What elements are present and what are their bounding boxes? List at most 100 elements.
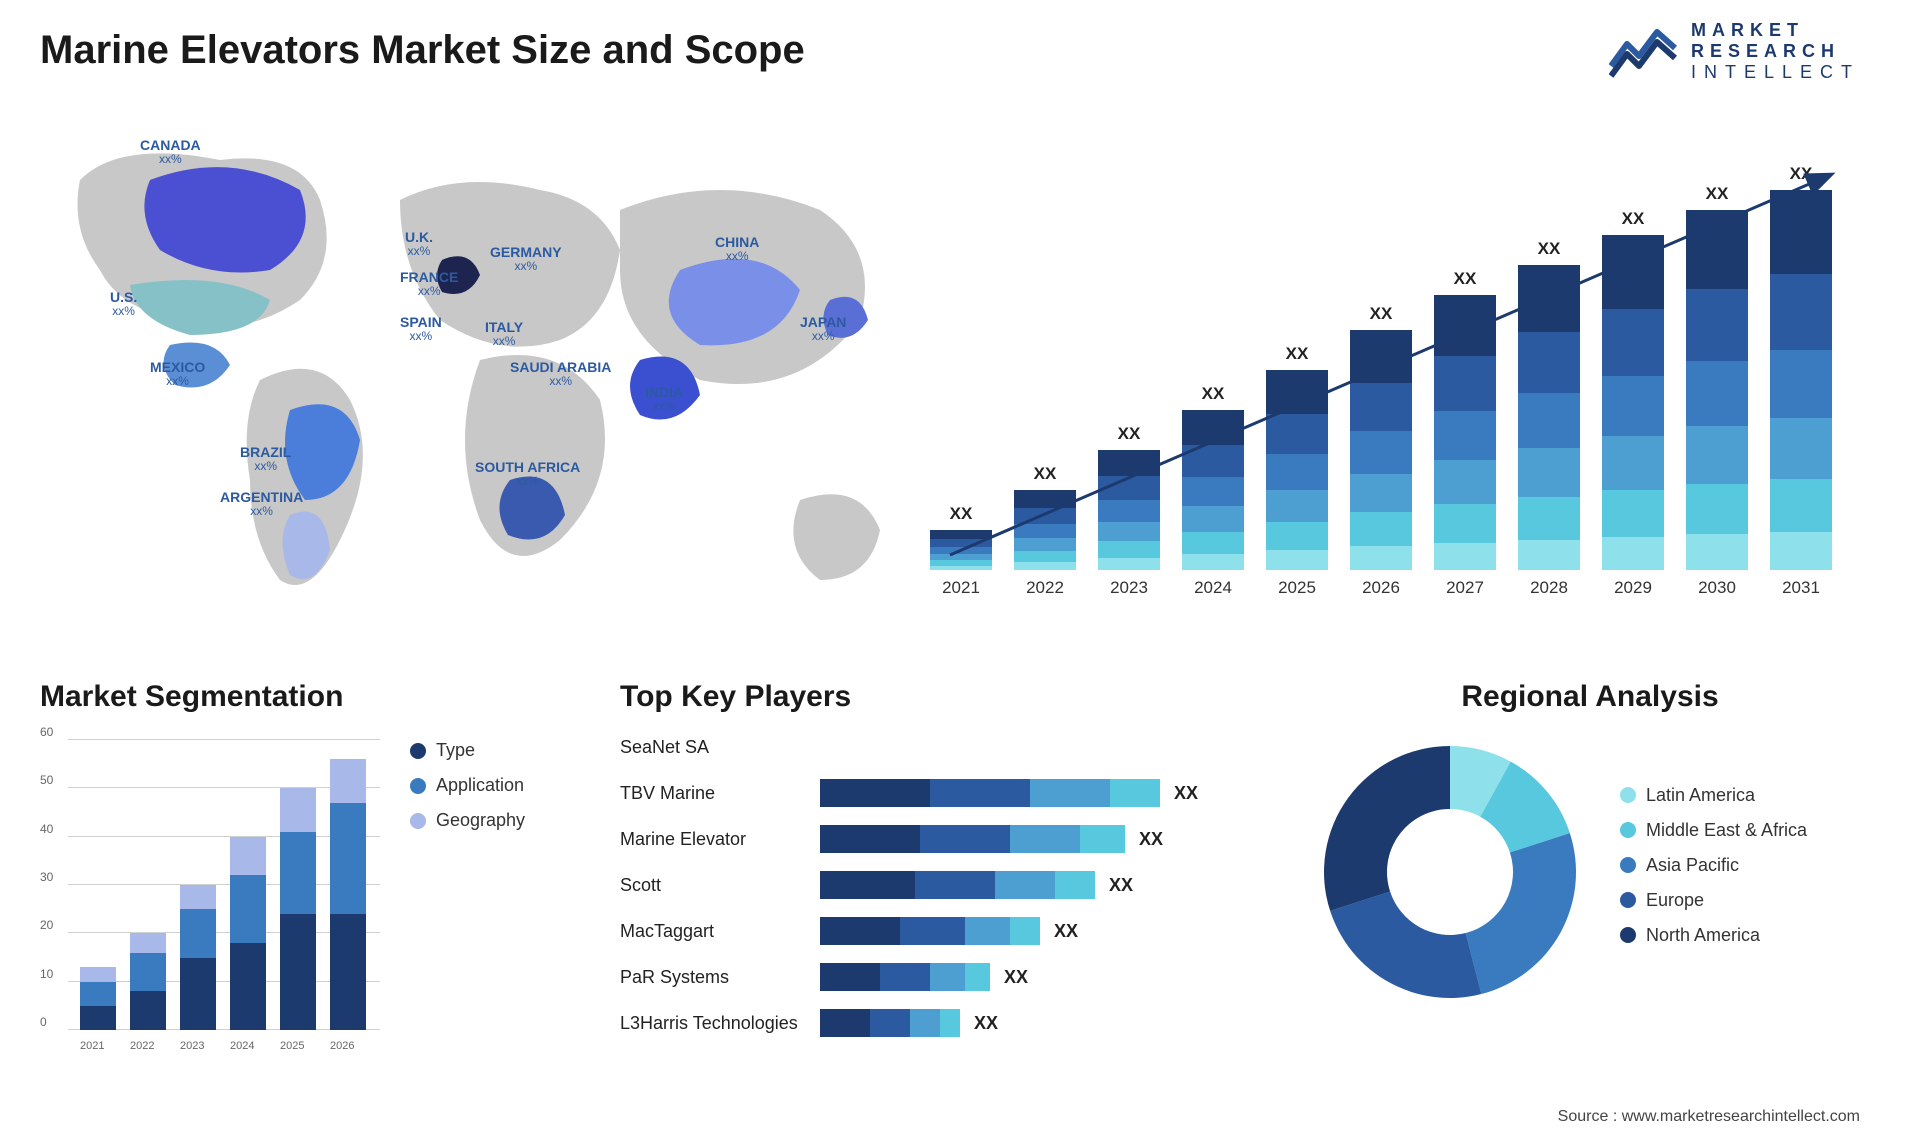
player-bar-seg — [820, 825, 920, 853]
seg-bar-2025 — [280, 788, 316, 1030]
player-bar-seg — [1010, 825, 1080, 853]
main-bar-2024: 2024XX — [1182, 410, 1244, 570]
legend-label: North America — [1646, 925, 1760, 946]
bar-seg — [1434, 411, 1496, 461]
seg-bar-seg — [230, 943, 266, 1030]
seg-bar-seg — [330, 803, 366, 914]
bar-xlabel: 2028 — [1530, 578, 1568, 598]
legend-label: Europe — [1646, 890, 1704, 911]
legend-dot — [1620, 822, 1636, 838]
player-bar-seg — [1055, 871, 1095, 899]
bar-seg — [1350, 546, 1412, 570]
legend-label: Type — [436, 740, 475, 761]
bar-seg — [1014, 538, 1076, 551]
regional-legend: Latin AmericaMiddle East & AfricaAsia Pa… — [1620, 785, 1807, 960]
bar-toplabel: XX — [1370, 304, 1393, 324]
seg-bar-seg — [180, 958, 216, 1031]
legend-dot — [1620, 857, 1636, 873]
bar-seg — [1098, 450, 1160, 476]
seg-bar-seg — [130, 933, 166, 952]
map-label-us: U.S.xx% — [110, 290, 137, 319]
bar-seg — [1518, 265, 1580, 332]
bar-xlabel: 2023 — [1110, 578, 1148, 598]
legend-label: Application — [436, 775, 524, 796]
bar-xlabel: 2022 — [1026, 578, 1064, 598]
seg-ylabel: 40 — [40, 822, 53, 836]
player-bar-seg — [900, 917, 965, 945]
bar-seg — [930, 530, 992, 539]
bar-toplabel: XX — [1622, 209, 1645, 229]
bar-seg — [1350, 512, 1412, 546]
player-value: XX — [974, 1013, 998, 1034]
donut-slice — [1330, 891, 1481, 998]
bar-seg — [1182, 410, 1244, 445]
source-line: Source : www.marketresearchintellect.com — [1558, 1108, 1860, 1126]
seg-xlabel: 2021 — [80, 1040, 104, 1052]
main-bar-2021: 2021XX — [930, 530, 992, 570]
bar-xlabel: 2024 — [1194, 578, 1232, 598]
main-bar-2027: 2027XX — [1434, 295, 1496, 570]
bar-xlabel: 2031 — [1782, 578, 1820, 598]
player-row: MacTaggartXX — [620, 914, 1280, 948]
bar-seg — [1098, 558, 1160, 570]
seg-bar-seg — [80, 967, 116, 982]
player-value: XX — [1174, 783, 1198, 804]
bar-seg — [1434, 295, 1496, 356]
main-bar-chart: 2021XX2022XX2023XX2024XX2025XX2026XX2027… — [920, 140, 1860, 600]
bar-seg — [1518, 332, 1580, 393]
player-bar-seg — [915, 871, 995, 899]
player-name: Marine Elevator — [620, 829, 820, 850]
map-label-france: FRANCExx% — [400, 270, 458, 299]
player-row: ScottXX — [620, 868, 1280, 902]
player-bar-seg — [880, 963, 930, 991]
bar-xlabel: 2030 — [1698, 578, 1736, 598]
player-bar-seg — [940, 1009, 960, 1037]
seg-bar-seg — [230, 837, 266, 876]
bar-seg — [1266, 490, 1328, 522]
segmentation-title: Market Segmentation — [40, 680, 600, 714]
seg-bar-2021 — [80, 967, 116, 1030]
regional-legend-item: North America — [1620, 925, 1807, 946]
legend-dot — [1620, 892, 1636, 908]
bar-toplabel: XX — [1538, 239, 1561, 259]
seg-bar-2024 — [230, 837, 266, 1030]
player-bar-seg — [820, 963, 880, 991]
main-bar-2030: 2030XX — [1686, 210, 1748, 570]
legend-label: Geography — [436, 810, 525, 831]
regional-legend-item: Latin America — [1620, 785, 1807, 806]
bar-seg — [1434, 356, 1496, 411]
bar-seg — [1182, 506, 1244, 532]
main-bar-2029: 2029XX — [1602, 235, 1664, 570]
regional-legend-item: Middle East & Africa — [1620, 820, 1807, 841]
bar-seg — [1182, 477, 1244, 506]
bar-seg — [1014, 551, 1076, 562]
brand-logo: MARKET RESEARCH INTELLECT — [1609, 20, 1860, 83]
legend-label: Middle East & Africa — [1646, 820, 1807, 841]
seg-legend-item: Geography — [410, 810, 525, 831]
seg-bar-seg — [280, 914, 316, 1030]
seg-bar-seg — [230, 875, 266, 943]
bar-seg — [1350, 383, 1412, 431]
donut-slice — [1466, 833, 1576, 994]
seg-xlabel: 2026 — [330, 1040, 354, 1052]
bar-seg — [1434, 504, 1496, 543]
segmentation-section: Market Segmentation 01020304050602021202… — [40, 680, 600, 1052]
map-label-japan: JAPANxx% — [800, 315, 846, 344]
player-bar — [820, 825, 1125, 853]
map-label-canada: CANADAxx% — [140, 138, 201, 167]
bar-seg — [1098, 476, 1160, 500]
bar-seg — [930, 547, 992, 554]
bar-seg — [1770, 190, 1832, 274]
bar-seg — [1770, 274, 1832, 350]
bar-seg — [1770, 532, 1832, 570]
bar-toplabel: XX — [1454, 269, 1477, 289]
bar-toplabel: XX — [1034, 464, 1057, 484]
seg-legend-item: Type — [410, 740, 525, 761]
bar-seg — [1686, 426, 1748, 484]
bar-xlabel: 2021 — [942, 578, 980, 598]
legend-dot — [410, 743, 426, 759]
seg-legend-item: Application — [410, 775, 525, 796]
regional-donut — [1310, 732, 1590, 1012]
segmentation-legend: Type Application Geography — [410, 740, 525, 845]
bar-seg — [1266, 370, 1328, 414]
